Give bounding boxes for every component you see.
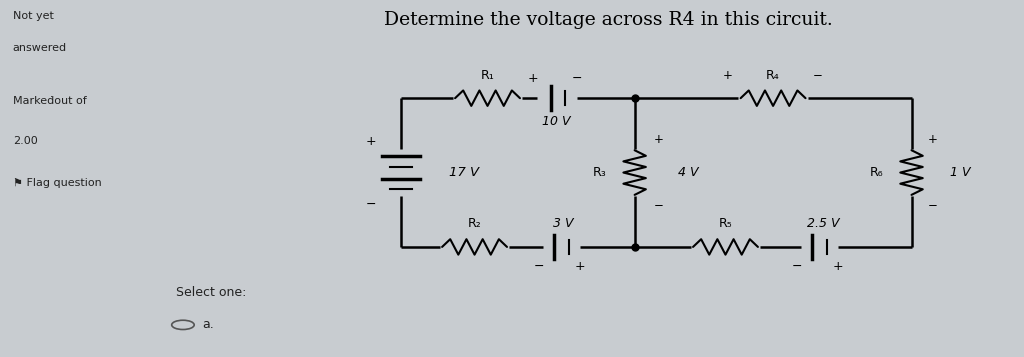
Text: R₆: R₆ xyxy=(870,166,884,179)
Text: R₁: R₁ xyxy=(480,69,495,81)
Text: +: + xyxy=(366,135,376,147)
Text: ⚑ Flag question: ⚑ Flag question xyxy=(12,178,101,188)
Text: −: − xyxy=(366,197,376,211)
Text: −: − xyxy=(792,260,803,273)
Text: R₂: R₂ xyxy=(468,217,481,230)
Text: 4 V: 4 V xyxy=(678,166,698,179)
Text: −: − xyxy=(928,199,938,212)
Text: R₄: R₄ xyxy=(766,69,780,81)
Text: +: + xyxy=(833,260,844,273)
Text: Not yet: Not yet xyxy=(12,11,53,21)
Text: −: − xyxy=(571,72,582,85)
Text: answered: answered xyxy=(12,43,67,53)
Text: Determine the voltage across R4 in this circuit.: Determine the voltage across R4 in this … xyxy=(384,11,834,29)
Text: −: − xyxy=(813,69,823,81)
Text: −: − xyxy=(654,199,664,212)
Text: +: + xyxy=(928,133,938,146)
Text: +: + xyxy=(723,69,733,81)
Text: a.: a. xyxy=(202,318,214,331)
Text: 2.5 V: 2.5 V xyxy=(807,217,840,230)
Text: 17 V: 17 V xyxy=(449,166,478,179)
Text: +: + xyxy=(654,133,664,146)
Text: Markeḋout of: Markeḋout of xyxy=(12,96,86,106)
Text: +: + xyxy=(574,260,586,273)
Text: R₃: R₃ xyxy=(593,166,607,179)
Text: 1 V: 1 V xyxy=(950,166,971,179)
Text: +: + xyxy=(528,72,539,85)
Text: R₅: R₅ xyxy=(719,217,732,230)
Text: 2.00: 2.00 xyxy=(12,136,38,146)
Text: 3 V: 3 V xyxy=(553,217,573,230)
Text: −: − xyxy=(535,260,545,273)
Text: 10 V: 10 V xyxy=(543,115,571,128)
Text: Select one:: Select one: xyxy=(176,286,247,298)
